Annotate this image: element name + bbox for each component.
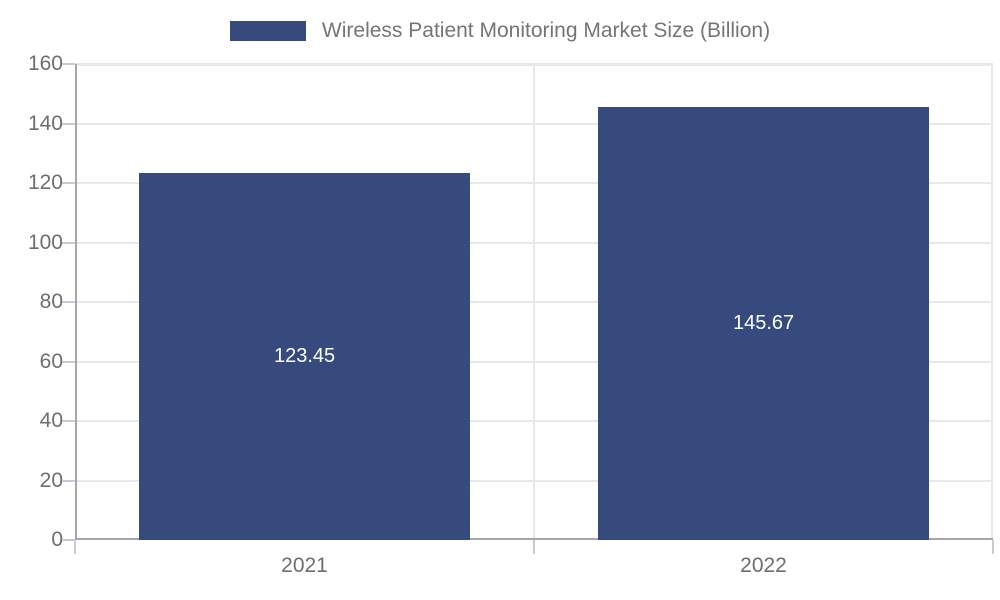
bar-2022[interactable]: 145.67 (598, 106, 929, 540)
y-tick-label-20: 20 (39, 468, 63, 492)
y-tick-label-60: 60 (39, 349, 63, 373)
plot-border-top (75, 64, 993, 66)
x-tick-label-2021: 2021 (281, 554, 328, 577)
gridline-x-boundary-1 (533, 64, 535, 540)
y-tick-label-100: 100 (27, 230, 63, 254)
bar-value-label-2022: 145.67 (732, 311, 795, 334)
legend-label: Wireless Patient Monitoring Market Size … (321, 19, 771, 42)
y-tick-mark-100 (62, 241, 75, 244)
x-axis-line (75, 538, 993, 540)
y-tick-mark-20 (62, 479, 75, 482)
x-tick-mark-1 (533, 540, 535, 554)
y-tick-label-80: 80 (39, 290, 63, 313)
y-tick-mark-80 (62, 301, 75, 303)
bar-value-label-2021: 123.45 (273, 344, 336, 367)
chart-legend[interactable]: Wireless Patient Monitoring Market Size … (0, 16, 1000, 46)
y-tick-mark-160 (62, 63, 75, 65)
y-tick-mark-40 (62, 420, 75, 422)
x-tick-mark-2 (992, 540, 994, 554)
y-tick-mark-120 (62, 182, 75, 184)
y-tick-label-140: 140 (27, 111, 63, 135)
y-tick-label-0: 0 (51, 528, 63, 551)
y-tick-mark-0 (62, 539, 75, 541)
bar-2021[interactable]: 123.45 (139, 172, 470, 540)
legend-swatch (229, 21, 306, 41)
y-tick-label-160: 160 (27, 52, 63, 75)
y-tick-mark-60 (62, 360, 75, 363)
plot-area: 123.45 145.67 (75, 63, 993, 540)
y-axis-line (75, 64, 77, 540)
y-tick-label-120: 120 (27, 171, 63, 194)
x-tick-mark-0 (74, 540, 76, 554)
y-tick-mark-140 (62, 122, 75, 125)
plot-border-right (991, 64, 993, 540)
y-tick-label-40: 40 (39, 409, 63, 432)
x-tick-label-2022: 2022 (740, 554, 787, 577)
